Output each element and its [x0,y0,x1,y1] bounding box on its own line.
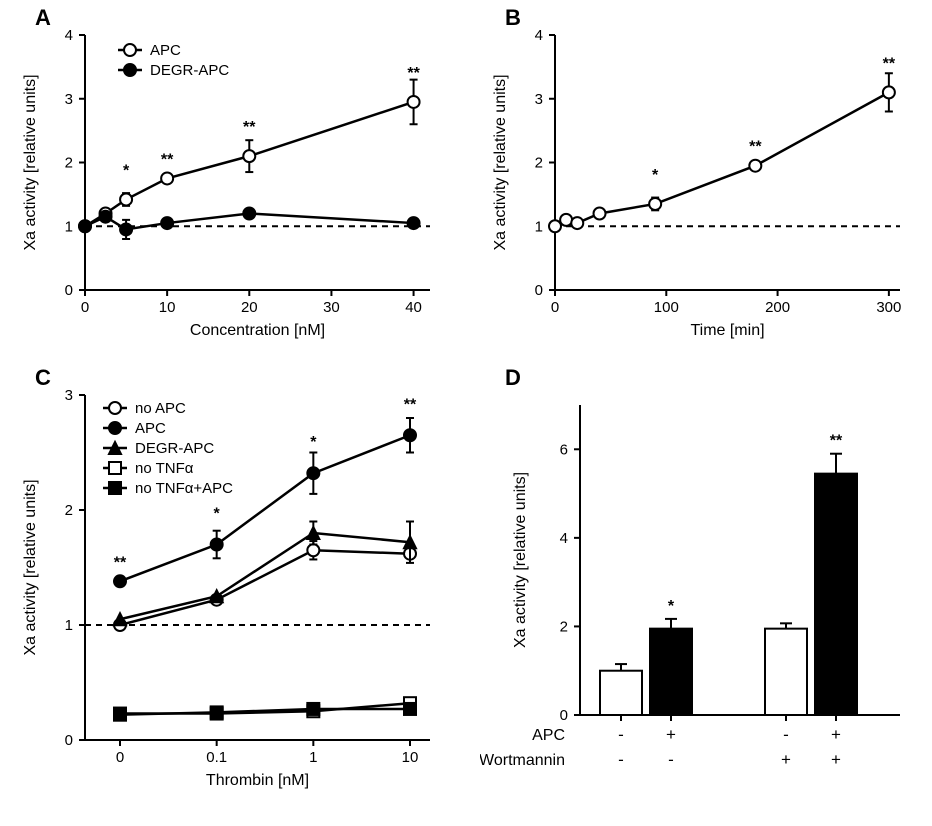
svg-text:1: 1 [65,617,73,634]
svg-text:Xa activity [relative units]: Xa activity [relative units] [22,479,39,655]
svg-text:0: 0 [81,299,89,316]
panel-c: C 00.11100123******no APCAPCDEGR-APCno T… [10,370,450,810]
svg-text:**: ** [883,55,896,72]
svg-text:no APC: no APC [135,400,186,417]
svg-text:2: 2 [560,618,568,635]
svg-text:**: ** [161,151,174,168]
svg-text:Xa activity [relative units]: Xa activity [relative units] [492,74,509,250]
svg-text:2: 2 [65,502,73,519]
svg-text:4: 4 [65,27,73,44]
svg-text:*: * [123,162,130,179]
svg-text:300: 300 [876,299,901,316]
svg-text:Time [min]: Time [min] [690,322,764,339]
panel-a-label: A [35,5,51,31]
svg-text:3: 3 [65,387,73,404]
svg-text:*: * [668,598,675,615]
svg-text:Concentration [nM]: Concentration [nM] [190,322,325,339]
svg-text:1: 1 [535,218,543,235]
svg-text:DEGR-APC: DEGR-APC [150,62,229,79]
svg-text:40: 40 [405,299,422,316]
svg-text:APC: APC [532,727,565,744]
svg-text:*: * [214,506,221,523]
svg-text:0.1: 0.1 [206,749,227,766]
svg-text:**: ** [407,65,420,82]
svg-text:DEGR-APC: DEGR-APC [135,440,214,457]
svg-text:+: + [666,725,676,744]
svg-text:4: 4 [535,27,543,44]
svg-text:2: 2 [535,155,543,172]
svg-text:no TNFα+APC: no TNFα+APC [135,480,233,497]
svg-text:2: 2 [65,155,73,172]
svg-text:0: 0 [551,299,559,316]
panel-d-label: D [505,365,521,391]
panel-b-label: B [505,5,521,31]
panel-c-label: C [35,365,51,391]
svg-text:30: 30 [323,299,340,316]
svg-text:10: 10 [159,299,176,316]
svg-text:0: 0 [116,749,124,766]
svg-text:200: 200 [765,299,790,316]
svg-text:6: 6 [560,441,568,458]
svg-text:+: + [781,750,791,769]
svg-text:Xa activity [relative units]: Xa activity [relative units] [22,74,39,250]
figure-grid: A 01020304001234*******APCDEGR-APCConcen… [10,10,920,810]
svg-text:20: 20 [241,299,258,316]
svg-text:100: 100 [654,299,679,316]
svg-text:APC: APC [135,420,166,437]
svg-text:3: 3 [535,91,543,108]
panel-a: A 01020304001234*******APCDEGR-APCConcen… [10,10,450,350]
svg-text:Wortmannin: Wortmannin [480,752,565,769]
svg-text:**: ** [749,139,762,156]
panel-d: D 0246***APCWortmannin--+--+++Xa activit… [480,370,920,810]
svg-text:**: ** [114,554,127,571]
svg-text:-: - [618,750,624,769]
svg-text:0: 0 [560,707,568,724]
svg-text:APC: APC [150,42,181,59]
svg-text:1: 1 [65,218,73,235]
svg-text:10: 10 [402,749,419,766]
svg-text:**: ** [243,119,256,136]
svg-text:-: - [668,750,674,769]
panel-b: B 010020030001234*****Time [min]Xa activ… [480,10,920,350]
svg-text:-: - [783,725,789,744]
svg-text:0: 0 [65,282,73,299]
svg-text:+: + [831,750,841,769]
svg-text:**: ** [830,433,843,450]
svg-text:-: - [618,725,624,744]
svg-text:3: 3 [65,91,73,108]
svg-text:1: 1 [309,749,317,766]
svg-text:+: + [831,725,841,744]
svg-text:no TNFα: no TNFα [135,460,194,477]
svg-text:*: * [310,434,317,451]
svg-text:Thrombin [nM]: Thrombin [nM] [206,772,309,789]
svg-text:0: 0 [535,282,543,299]
svg-text:0: 0 [65,732,73,749]
svg-text:**: ** [404,396,417,413]
svg-text:Xa activity [relative units]: Xa activity [relative units] [512,472,529,648]
svg-text:*: * [652,167,659,184]
svg-text:4: 4 [560,530,568,547]
